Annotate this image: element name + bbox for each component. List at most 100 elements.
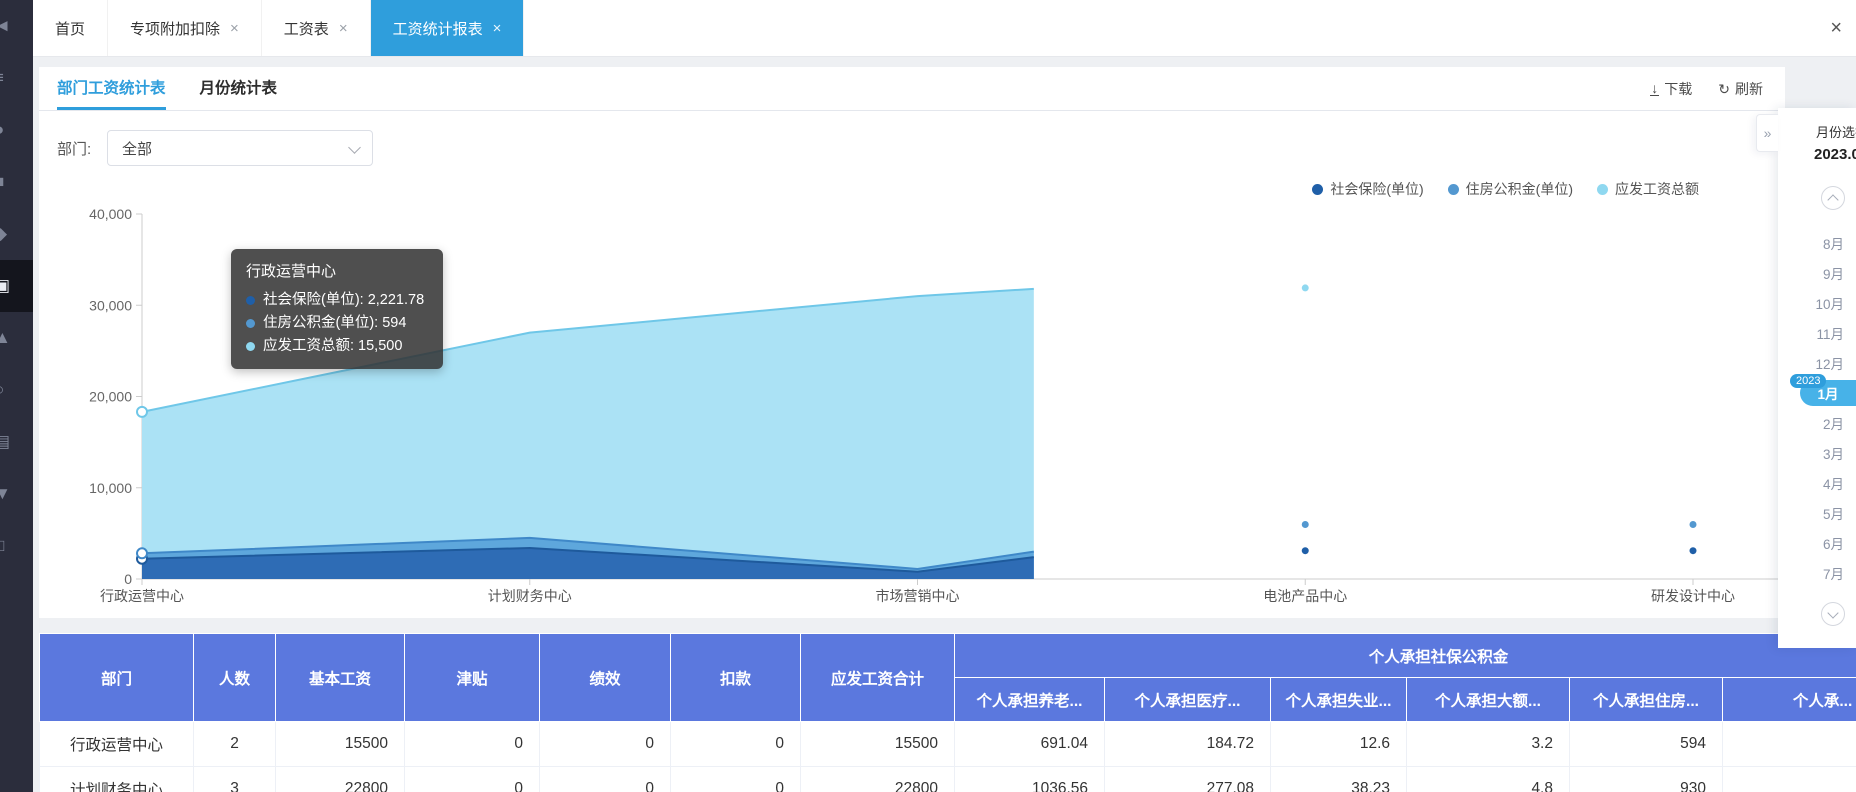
table-cell: 1036.56	[954, 766, 1105, 792]
chart-tooltip: 行政运营中心 社会保险(单位): 2,221.78 住房公积金(单位): 594 应…	[231, 249, 443, 369]
table-row: 计划财务中心 3 22800 0 0 0 22800 1036.56 277.08 38.23 4.…	[39, 766, 1856, 792]
month-item-label: 6月	[1822, 537, 1844, 552]
subtab-月份统计表[interactable]: 月份统计表	[199, 80, 278, 97]
table-cell	[1721, 766, 1856, 792]
download-icon: ↓	[1650, 80, 1660, 96]
salary-area-chart: 0 10,000 20,000 30,000 40,000 行政运营中心 计划财务中心 市场营…	[39, 206, 1785, 617]
table-cell: 0	[404, 766, 540, 792]
month-item-4月[interactable]: 4月	[1778, 468, 1856, 498]
collapse-panel-button[interactable]: »	[1756, 114, 1778, 152]
legend-item-社会保险(单位)[interactable]: 社会保险(单位)	[1312, 179, 1424, 199]
sidebar-icon-glyph: ▣	[0, 276, 11, 295]
salary-report-card: 部门工资统计表 月份统计表 ↓ 下载 ↻ 刷新 部门: 全部 社会保险(单位) 住房…	[39, 67, 1785, 618]
sub-column-header: 个人承担住房...	[1569, 677, 1723, 722]
refresh-label: 刷新	[1735, 81, 1763, 97]
sidebar-icon-11[interactable]: □	[0, 520, 33, 572]
tab-首页[interactable]: 首页	[33, 0, 109, 56]
sidebar-icon-3[interactable]: ●	[0, 104, 33, 156]
table-cell: 38.23	[1270, 766, 1407, 792]
table-cell: 184.72	[1104, 721, 1271, 767]
legend-item-住房公积金(单位)[interactable]: 住房公积金(单位)	[1447, 179, 1573, 199]
month-item-6月[interactable]: 6月	[1778, 528, 1856, 558]
month-item-9月[interactable]: 9月	[1778, 258, 1856, 288]
month-item-5月[interactable]: 5月	[1778, 498, 1856, 528]
subtab-部门工资统计表[interactable]: 部门工资统计表	[57, 67, 166, 110]
scroll-up-button[interactable]	[1821, 186, 1845, 210]
tab-close-icon[interactable]: ×	[338, 19, 348, 37]
legend-item-应发工资总额[interactable]: 应发工资总额	[1597, 179, 1699, 199]
month-item-7月[interactable]: 7月	[1778, 558, 1856, 588]
month-item-12月[interactable]: 12月	[1778, 348, 1856, 378]
column-header-部门: 部门	[39, 633, 194, 722]
salary-table-card: 部门 人数 基本工资 津贴 绩效 扣款 应发工资合计 个人承担社保公积金 个人承担养老... 个人…	[39, 633, 1856, 792]
refresh-icon: ↻	[1718, 80, 1730, 97]
tooltip-series-dot	[246, 319, 255, 328]
svg-text:10,000: 10,000	[89, 480, 132, 496]
sidebar-icon-2[interactable]: ≡	[0, 52, 33, 104]
month-item-label: 1月	[1817, 387, 1839, 402]
chevron-down-icon	[1827, 606, 1839, 619]
sidebar-icon-8[interactable]: ○	[0, 364, 33, 416]
open-tabs: 首页 专项附加扣除 × 工资表 × 工资统计报表 ×	[33, 0, 525, 56]
chevron-up-icon	[1827, 194, 1839, 206]
sidebar-icon-glyph: ■	[0, 172, 4, 192]
table-cell: 691.04	[954, 721, 1105, 767]
sidebar-icon-glyph: ◄	[0, 16, 11, 35]
sidebar-icon-glyph: □	[0, 536, 4, 556]
sidebar-icon-6[interactable]: ▣	[0, 260, 33, 312]
tooltip-row: 社会保险(单位): 2,221.78	[246, 289, 428, 312]
svg-text:电池产品中心: 电池产品中心	[1263, 588, 1347, 604]
month-item-8月[interactable]: 8月	[1778, 228, 1856, 258]
table-cell: 计划财务中心	[39, 766, 194, 792]
table-cell: 0	[670, 766, 801, 792]
month-item-label: 3月	[1822, 447, 1844, 462]
sidebar-icon-1[interactable]: ◄	[0, 0, 33, 52]
tab-专项附加扣除[interactable]: 专项附加扣除 ×	[108, 0, 262, 56]
subtab-items: 部门工资统计表 月份统计表	[57, 67, 311, 110]
chevron-down-icon	[348, 141, 361, 154]
sidebar-icon-glyph: ▲	[0, 328, 11, 347]
sub-column-header: 个人承...	[1721, 677, 1856, 722]
table-cell	[1721, 721, 1856, 767]
table-cell: 0	[670, 721, 801, 767]
table-cell: 22800	[800, 766, 955, 792]
sub-column-header: 个人承担养老...	[954, 677, 1105, 722]
legend-dot	[1312, 183, 1324, 195]
refresh-button[interactable]: ↻ 刷新	[1718, 79, 1763, 99]
sidebar-icon-glyph: ▤	[0, 432, 11, 451]
svg-text:市场营销中心: 市场营销中心	[876, 588, 960, 604]
column-header-人数: 人数	[193, 633, 276, 722]
svg-text:30,000: 30,000	[89, 297, 132, 313]
month-item-11月[interactable]: 11月	[1778, 318, 1856, 348]
month-item-label: 5月	[1822, 507, 1844, 522]
month-item-label: 4月	[1822, 477, 1844, 492]
tab-close-icon[interactable]: ×	[230, 19, 239, 37]
sidebar-icon-5[interactable]: ◆	[0, 208, 33, 260]
close-window-icon[interactable]: ×	[1830, 17, 1842, 39]
table-cell: 0	[404, 721, 540, 767]
report-subtabs: 部门工资统计表 月份统计表 ↓ 下载 ↻ 刷新	[39, 67, 1785, 111]
month-item-3月[interactable]: 3月	[1778, 438, 1856, 468]
table-cell: 277.08	[1104, 766, 1271, 792]
department-select[interactable]: 全部	[107, 130, 373, 166]
tab-工资表[interactable]: 工资表 ×	[262, 0, 371, 56]
sub-column-header: 个人承担大额...	[1406, 677, 1570, 722]
scroll-down-button[interactable]	[1821, 602, 1845, 626]
tab-label: 工资统计报表	[392, 20, 483, 38]
group-column-header: 个人承担社保公积金	[953, 633, 1856, 678]
sidebar-icon-10[interactable]: ▼	[0, 468, 33, 520]
sub-column-header: 个人承担失业...	[1270, 677, 1407, 722]
sidebar-icon-7[interactable]: ▲	[0, 312, 33, 364]
month-item-10月[interactable]: 10月	[1778, 288, 1856, 318]
month-item-label: 12月	[1815, 357, 1844, 372]
legend-label: 社会保险(单位)	[1330, 181, 1424, 197]
month-item-label: 9月	[1822, 267, 1844, 282]
sidebar-icon-4[interactable]: ■	[0, 156, 33, 208]
tab-工资统计报表[interactable]: 工资统计报表 ×	[370, 0, 525, 56]
tab-close-icon[interactable]: ×	[492, 19, 502, 37]
download-button[interactable]: ↓ 下载	[1650, 79, 1692, 99]
month-item-2月[interactable]: 2月	[1778, 408, 1856, 438]
sidebar-icon-glyph: ●	[0, 120, 4, 140]
sidebar-icon-9[interactable]: ▤	[0, 416, 33, 468]
